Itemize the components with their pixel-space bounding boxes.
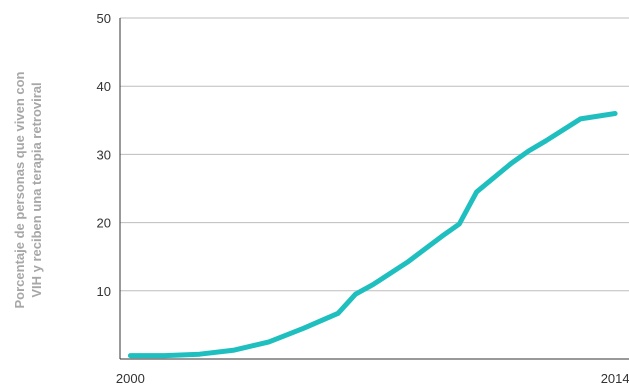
y-axis-label-line-2: VIH y reciben una terapia retroviral bbox=[29, 82, 44, 297]
x-tick-labels: 2000 2014 bbox=[116, 371, 629, 386]
y-tick-label-30: 30 bbox=[97, 147, 111, 162]
y-tick-labels: 10 20 30 40 50 bbox=[97, 11, 111, 299]
y-tick-label-40: 40 bbox=[97, 79, 111, 94]
gridlines bbox=[120, 17, 629, 292]
y-axis-label-line-1: Porcentaje de personas que viven con bbox=[12, 71, 27, 308]
y-tick-label-50: 50 bbox=[97, 11, 111, 26]
series-line-0 bbox=[127, 111, 618, 359]
y-tick-label-10: 10 bbox=[97, 284, 111, 299]
x-tick-label-2014: 2014 bbox=[601, 371, 629, 386]
y-tick-label-20: 20 bbox=[97, 216, 111, 231]
x-tick-label-2000: 2000 bbox=[116, 371, 145, 386]
series-group bbox=[127, 111, 618, 359]
